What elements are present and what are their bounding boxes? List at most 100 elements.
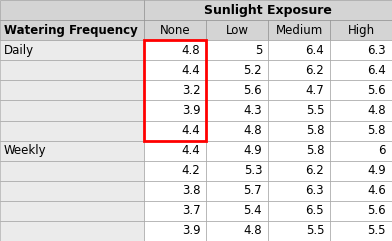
Bar — [268, 221, 330, 241]
Text: 5.8: 5.8 — [306, 124, 324, 137]
Bar — [330, 120, 392, 141]
Bar — [330, 20, 392, 40]
Bar — [0, 60, 144, 80]
Bar — [206, 20, 268, 40]
Text: 5.6: 5.6 — [367, 204, 386, 217]
Bar — [0, 181, 144, 201]
Bar — [0, 221, 144, 241]
Bar — [268, 80, 330, 100]
Bar — [144, 40, 206, 60]
Text: 5.5: 5.5 — [306, 104, 324, 117]
Text: 4.4: 4.4 — [181, 144, 200, 157]
Text: Daily: Daily — [4, 44, 34, 57]
Text: 4.8: 4.8 — [243, 224, 262, 237]
Text: 4.7: 4.7 — [305, 84, 324, 97]
Text: 5.5: 5.5 — [306, 224, 324, 237]
Bar — [206, 201, 268, 221]
Bar — [0, 201, 144, 221]
Text: 4.8: 4.8 — [181, 44, 200, 57]
Bar — [330, 80, 392, 100]
Text: 6.5: 6.5 — [305, 204, 324, 217]
Bar — [144, 60, 206, 80]
Bar — [330, 201, 392, 221]
Bar — [330, 181, 392, 201]
Bar — [206, 100, 268, 120]
Bar — [0, 120, 144, 141]
Bar — [144, 0, 392, 20]
Bar — [268, 40, 330, 60]
Bar — [206, 40, 268, 60]
Text: 5.4: 5.4 — [243, 204, 262, 217]
Text: 5: 5 — [255, 44, 262, 57]
Bar — [330, 60, 392, 80]
Bar — [330, 40, 392, 60]
Text: 6.3: 6.3 — [305, 184, 324, 197]
Text: 3.7: 3.7 — [181, 204, 200, 217]
Bar — [0, 40, 144, 60]
Bar — [0, 141, 144, 161]
Bar — [268, 100, 330, 120]
Text: 5.5: 5.5 — [368, 224, 386, 237]
Bar — [206, 161, 268, 181]
Bar — [268, 120, 330, 141]
Text: 3.9: 3.9 — [181, 224, 200, 237]
Bar — [0, 0, 144, 20]
Bar — [206, 181, 268, 201]
Bar — [206, 221, 268, 241]
Text: 6: 6 — [379, 144, 386, 157]
Text: 5.8: 5.8 — [306, 144, 324, 157]
Text: 4.9: 4.9 — [243, 144, 262, 157]
Bar — [144, 20, 206, 40]
Text: High: High — [347, 24, 375, 37]
Bar — [144, 201, 206, 221]
Bar — [268, 20, 330, 40]
Text: 6.2: 6.2 — [305, 64, 324, 77]
Bar — [144, 40, 206, 141]
Bar — [206, 80, 268, 100]
Text: 6.2: 6.2 — [305, 164, 324, 177]
Bar — [144, 80, 206, 100]
Bar — [330, 221, 392, 241]
Bar — [144, 100, 206, 120]
Bar — [0, 20, 144, 40]
Bar — [206, 120, 268, 141]
Bar — [144, 181, 206, 201]
Text: 4.8: 4.8 — [367, 104, 386, 117]
Text: Weekly: Weekly — [4, 144, 47, 157]
Text: 3.8: 3.8 — [182, 184, 200, 197]
Bar — [268, 141, 330, 161]
Text: 4.9: 4.9 — [367, 164, 386, 177]
Bar — [206, 60, 268, 80]
Text: 5.8: 5.8 — [368, 124, 386, 137]
Text: Watering Frequency: Watering Frequency — [4, 24, 138, 37]
Text: 4.8: 4.8 — [243, 124, 262, 137]
Text: 4.3: 4.3 — [243, 104, 262, 117]
Bar — [268, 161, 330, 181]
Text: Sunlight Exposure: Sunlight Exposure — [204, 4, 332, 17]
Bar — [144, 161, 206, 181]
Bar — [0, 161, 144, 181]
Text: 4.4: 4.4 — [181, 124, 200, 137]
Bar — [144, 221, 206, 241]
Text: 3.9: 3.9 — [181, 104, 200, 117]
Bar — [144, 141, 206, 161]
Text: 6.3: 6.3 — [367, 44, 386, 57]
Text: Low: Low — [226, 24, 249, 37]
Text: 5.6: 5.6 — [243, 84, 262, 97]
Text: 5.6: 5.6 — [367, 84, 386, 97]
Bar — [330, 141, 392, 161]
Bar — [144, 120, 206, 141]
Bar — [330, 161, 392, 181]
Text: 4.6: 4.6 — [367, 184, 386, 197]
Bar — [0, 80, 144, 100]
Bar — [0, 100, 144, 120]
Bar — [330, 100, 392, 120]
Text: 3.2: 3.2 — [181, 84, 200, 97]
Text: None: None — [160, 24, 191, 37]
Bar — [206, 141, 268, 161]
Text: Medium: Medium — [276, 24, 323, 37]
Text: 4.2: 4.2 — [181, 164, 200, 177]
Text: 5.3: 5.3 — [244, 164, 262, 177]
Text: 6.4: 6.4 — [305, 44, 324, 57]
Bar — [268, 201, 330, 221]
